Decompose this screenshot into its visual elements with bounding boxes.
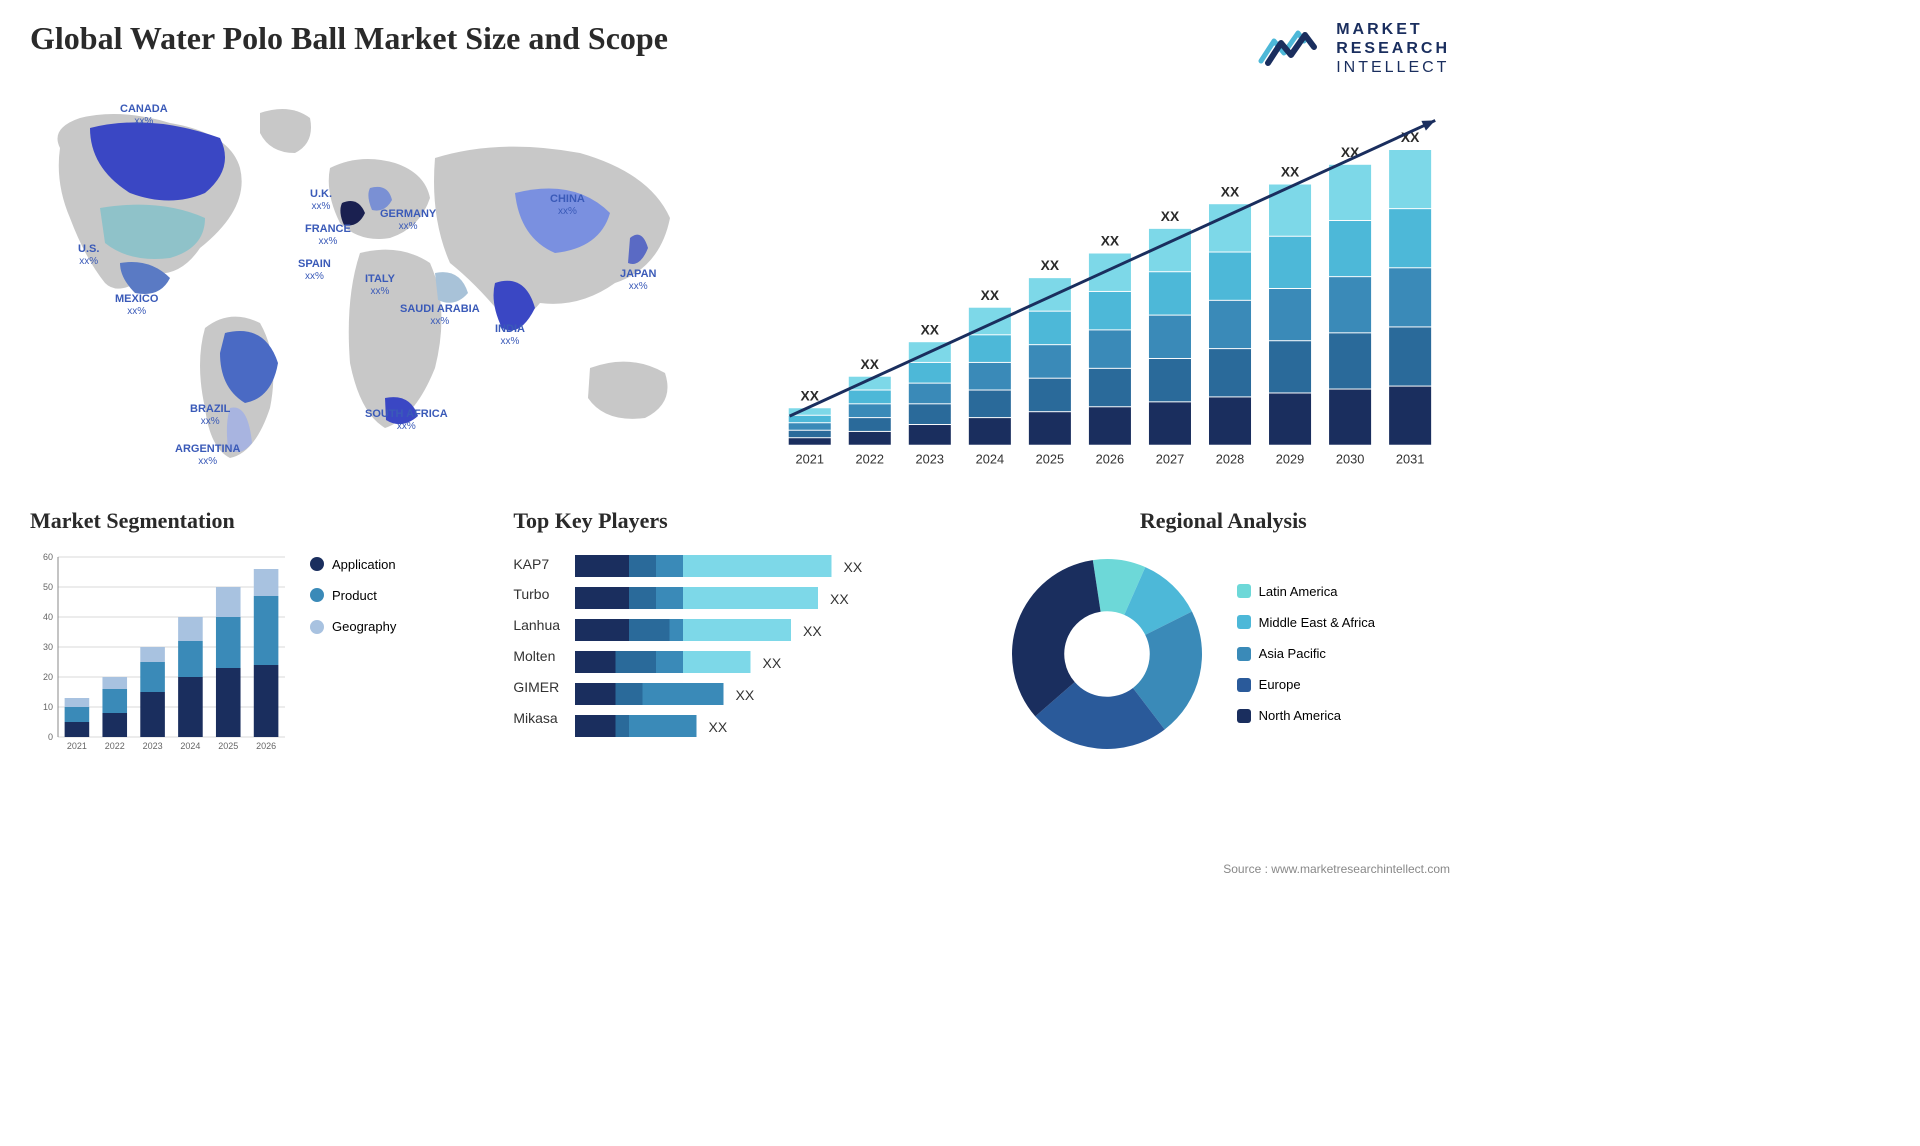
top-row: CANADAxx% U.S.xx% MEXICOxx% BRAZILxx% ARGENT…: [30, 98, 1450, 478]
legend-item: Geography: [310, 611, 396, 642]
regional-title: Regional Analysis: [997, 508, 1450, 534]
map-label: FRANCExx%: [305, 223, 351, 248]
svg-text:2026: 2026: [1096, 451, 1124, 466]
regional-donut: [997, 549, 1217, 759]
legend-item: North America: [1237, 700, 1375, 731]
map-label: SOUTH AFRICAxx%: [365, 408, 448, 433]
legend-item: Europe: [1237, 669, 1375, 700]
svg-text:40: 40: [43, 612, 53, 622]
svg-text:2025: 2025: [1036, 451, 1064, 466]
map-label: ITALYxx%: [365, 273, 395, 298]
player-name: Turbo: [513, 579, 560, 610]
regional-legend: Latin AmericaMiddle East & AfricaAsia Pa…: [1237, 576, 1375, 732]
svg-text:XX: XX: [801, 388, 820, 403]
player-name: Mikasa: [513, 703, 560, 734]
svg-text:XX: XX: [861, 356, 880, 371]
segmentation-panel: Market Segmentation 0 10 20 30 40 50 60 2021 202…: [30, 508, 483, 759]
svg-text:2028: 2028: [1216, 451, 1244, 466]
svg-text:XX: XX: [1281, 164, 1300, 179]
logo-icon: [1256, 21, 1326, 76]
legend-item: Application: [310, 549, 396, 580]
svg-text:2025: 2025: [218, 741, 238, 751]
svg-text:XX: XX: [763, 655, 782, 671]
svg-text:XX: XX: [709, 719, 728, 735]
page-title: Global Water Polo Ball Market Size and S…: [30, 20, 668, 57]
svg-text:XX: XX: [844, 559, 863, 575]
players-panel: Top Key Players KAP7TurboLanhuaMoltenGIM…: [513, 508, 966, 759]
legend-item: Middle East & Africa: [1237, 607, 1375, 638]
world-map: CANADAxx% U.S.xx% MEXICOxx% BRAZILxx% ARGENT…: [30, 98, 720, 478]
svg-text:XX: XX: [1101, 233, 1120, 248]
svg-text:2023: 2023: [143, 741, 163, 751]
players-chart: XX XX XX XX XX XX: [575, 549, 905, 759]
map-label: MEXICOxx%: [115, 293, 158, 318]
svg-text:50: 50: [43, 582, 53, 592]
header: Global Water Polo Ball Market Size and S…: [30, 20, 1450, 78]
svg-text:2022: 2022: [105, 741, 125, 751]
svg-text:2024: 2024: [976, 451, 1004, 466]
svg-text:60: 60: [43, 552, 53, 562]
svg-text:10: 10: [43, 702, 53, 712]
svg-text:2029: 2029: [1276, 451, 1304, 466]
svg-text:2031: 2031: [1396, 451, 1424, 466]
map-label: BRAZILxx%: [190, 403, 230, 428]
svg-text:0: 0: [48, 732, 53, 742]
map-label: JAPANxx%: [620, 268, 656, 293]
map-label: GERMANYxx%: [380, 208, 436, 233]
svg-text:XX: XX: [830, 591, 849, 607]
svg-text:XX: XX: [921, 322, 940, 337]
brand-logo: MARKET RESEARCH INTELLECT: [1256, 20, 1450, 78]
svg-text:XX: XX: [1041, 258, 1060, 273]
svg-text:2022: 2022: [856, 451, 884, 466]
map-label: CANADAxx%: [120, 103, 168, 128]
bottom-row: Market Segmentation 0 10 20 30 40 50 60 2021 202…: [30, 508, 1450, 759]
logo-text: MARKET RESEARCH INTELLECT: [1336, 20, 1450, 78]
svg-text:XX: XX: [1221, 184, 1240, 199]
segmentation-chart: 0 10 20 30 40 50 60 2021 2022 2023 2024 2025 2026: [30, 549, 290, 759]
svg-text:30: 30: [43, 642, 53, 652]
legend-item: Latin America: [1237, 576, 1375, 607]
svg-text:2021: 2021: [67, 741, 87, 751]
map-label: ARGENTINAxx%: [175, 443, 240, 468]
svg-text:XX: XX: [981, 287, 1000, 302]
player-name: KAP7: [513, 549, 560, 580]
svg-text:2021: 2021: [795, 451, 823, 466]
player-name: Lanhua: [513, 610, 560, 641]
source-text: Source : www.marketresearchintellect.com: [1223, 862, 1450, 876]
segmentation-title: Market Segmentation: [30, 508, 483, 534]
legend-item: Product: [310, 580, 396, 611]
map-label: CHINAxx%: [550, 193, 585, 218]
map-label: U.S.xx%: [78, 243, 99, 268]
svg-text:20: 20: [43, 672, 53, 682]
player-name: GIMER: [513, 672, 560, 703]
svg-text:XX: XX: [803, 623, 822, 639]
growth-chart: XX 2021 XX 2022 XX 2023 XX 2024 XX 2025 XX 2026 XX 20…: [760, 98, 1450, 478]
players-title: Top Key Players: [513, 508, 966, 534]
regional-panel: Regional Analysis Latin AmericaMiddle Ea…: [997, 508, 1450, 759]
map-label: INDIAxx%: [495, 323, 525, 348]
svg-text:XX: XX: [736, 687, 755, 703]
svg-text:2024: 2024: [180, 741, 200, 751]
svg-text:2026: 2026: [256, 741, 276, 751]
svg-text:2027: 2027: [1156, 451, 1184, 466]
player-name: Molten: [513, 641, 560, 672]
svg-text:2030: 2030: [1336, 451, 1364, 466]
map-label: SPAINxx%: [298, 258, 331, 283]
players-list: KAP7TurboLanhuaMoltenGIMERMikasa: [513, 549, 560, 759]
map-label: SAUDI ARABIAxx%: [400, 303, 480, 328]
svg-text:2023: 2023: [916, 451, 944, 466]
segmentation-legend: ApplicationProductGeography: [310, 549, 396, 643]
map-label: U.K.xx%: [310, 188, 332, 213]
legend-item: Asia Pacific: [1237, 638, 1375, 669]
svg-text:XX: XX: [1161, 209, 1180, 224]
